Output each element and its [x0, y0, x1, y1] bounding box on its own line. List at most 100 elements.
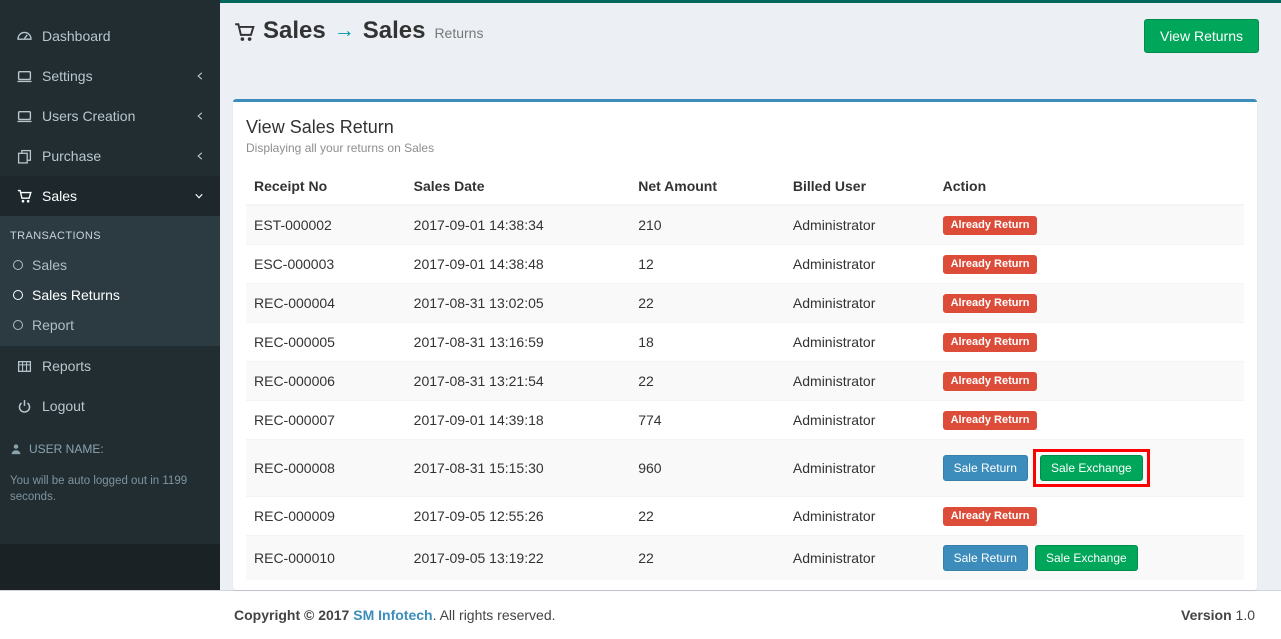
sale-return-button[interactable]: Sale Return [942, 455, 1028, 481]
panel-subtitle: Displaying all your returns on Sales [246, 141, 435, 155]
sales-date-cell: 2017-09-01 14:38:34 [405, 204, 631, 245]
action-cell: Already Return [934, 283, 1244, 323]
sidebar-item-label: Purchase [42, 148, 102, 164]
logout-icon [15, 399, 33, 414]
breadcrumb-arrow-icon: → [333, 19, 355, 42]
content-header: Sales → Sales Returns View Returns [220, 3, 1281, 53]
sales-date-cell: 2017-09-05 12:55:26 [405, 496, 631, 536]
sidebar-bottom-block [0, 544, 220, 590]
table-header-row: Receipt No Sales Date Net Amount Billed … [246, 168, 1244, 206]
version-label: Version [1181, 607, 1232, 623]
sidebar-item-sales[interactable]: Sales [0, 176, 220, 216]
sales-date-cell: 2017-08-31 13:21:54 [405, 361, 631, 401]
sidebar-item-reports[interactable]: Reports [0, 346, 220, 386]
chevron-left-icon [195, 70, 205, 82]
net-amount-cell: 22 [630, 535, 785, 580]
table-row: REC-000010 2017-09-05 13:19:22 22 Administr… [246, 535, 1244, 580]
panel-title: View Sales Return [246, 117, 394, 137]
receipt-no-cell: REC-000006 [246, 361, 406, 401]
sales-date-cell: 2017-08-31 13:02:05 [405, 283, 631, 323]
already-return-badge: Already Return [942, 372, 1038, 391]
view-returns-button[interactable]: View Returns [1143, 19, 1259, 53]
content: View Sales Return Displaying all your re… [220, 53, 1281, 590]
sales-date-cell: 2017-09-05 13:19:22 [405, 535, 631, 580]
action-cell: Sale Return Sale Exchange [934, 439, 1244, 497]
net-amount-cell: 22 [630, 496, 785, 536]
user-icon [10, 443, 22, 455]
sales-date-cell: 2017-08-31 15:15:30 [405, 439, 631, 497]
table-row: EST-000002 2017-09-01 14:38:34 210 Administ… [246, 204, 1244, 245]
user-name: USER NAME: [10, 442, 210, 456]
receipt-no-cell: REC-000005 [246, 322, 406, 362]
sidebar-item-logout[interactable]: Logout [0, 386, 220, 426]
chevron-left-icon [195, 110, 205, 122]
action-cell: Already Return [934, 244, 1244, 284]
page-title: Sales → Sales Returns [234, 17, 483, 45]
sidebar-item-label: Dashboard [42, 28, 111, 44]
copyright-suffix: . All rights reserved. [432, 607, 556, 623]
table-row: REC-000006 2017-08-31 13:21:54 22 Administr… [246, 361, 1244, 401]
submenu-item-report[interactable]: Report [0, 310, 220, 340]
version-value: 1.0 [1235, 607, 1255, 623]
submenu-item-sales-returns[interactable]: Sales Returns [0, 280, 220, 310]
sidebar-item-settings[interactable]: Settings [0, 56, 220, 96]
sidebar: Dashboard Settings Users Creation [0, 0, 220, 590]
dashboard-icon [15, 29, 33, 44]
billed-user-cell: Administrator [784, 322, 935, 362]
billed-user-cell: Administrator [784, 204, 935, 245]
table-row: REC-000007 2017-09-01 14:39:18 774 Administ… [246, 400, 1244, 440]
footer: Copyright © 2017 SM Infotech. All rights… [0, 590, 1281, 639]
action-cell: Sale Return Sale Exchange [934, 535, 1244, 580]
net-amount-cell: 22 [630, 283, 785, 323]
sale-exchange-button[interactable]: Sale Exchange [1039, 455, 1143, 481]
copyright-prefix: Copyright © 2017 [234, 607, 350, 623]
submenu-item-label: Report [32, 317, 75, 333]
sales-table-body: EST-000002 2017-09-01 14:38:34 210 Administ… [246, 204, 1244, 580]
billed-user-cell: Administrator [784, 244, 935, 284]
app: Dashboard Settings Users Creation [0, 0, 1281, 590]
main-area: Sales → Sales Returns View Returns View … [220, 0, 1281, 590]
sales-returns-table: Receipt No Sales Date Net Amount Billed … [246, 168, 1244, 580]
settings-icon [15, 69, 33, 84]
breadcrumb-suffix: Returns [434, 25, 484, 41]
sale-exchange-button[interactable]: Sale Exchange [1034, 545, 1138, 571]
action-cell: Already Return [934, 496, 1244, 536]
billed-user-cell: Administrator [784, 535, 935, 580]
receipt-no-cell: EST-000002 [246, 204, 406, 245]
circle-icon [13, 320, 23, 330]
user-block: USER NAME: You will be auto logged out i… [0, 426, 220, 505]
billed-user-cell: Administrator [784, 439, 935, 497]
sidebar-nav: Dashboard Settings Users Creation [0, 0, 220, 426]
sidebar-item-dashboard[interactable]: Dashboard [0, 16, 220, 56]
sales-icon [15, 189, 33, 204]
chevron-down-icon [193, 191, 205, 201]
net-amount-cell: 774 [630, 400, 785, 440]
sales-submenu: TRANSACTIONS Sales Sales Returns Report [0, 216, 220, 346]
action-cell: Already Return [934, 204, 1244, 245]
sidebar-item-label: Logout [42, 398, 85, 414]
breadcrumb-primary: Sales [263, 17, 326, 44]
table-row: REC-000009 2017-09-05 12:55:26 22 Administr… [246, 496, 1244, 536]
column-header-action: Action [934, 168, 1244, 206]
sale-return-button[interactable]: Sale Return [942, 545, 1028, 571]
net-amount-cell: 12 [630, 244, 785, 284]
action-cell: Already Return [934, 361, 1244, 401]
already-return-badge: Already Return [942, 255, 1038, 274]
sidebar-item-users-creation[interactable]: Users Creation [0, 96, 220, 136]
sales-return-panel: View Sales Return Displaying all your re… [233, 99, 1257, 590]
table-row: REC-000008 2017-08-31 15:15:30 960 Administ… [246, 439, 1244, 497]
column-header-receipt-no: Receipt No [246, 168, 406, 206]
already-return-badge: Already Return [942, 411, 1038, 430]
submenu-item-sales[interactable]: Sales [0, 250, 220, 280]
sidebar-item-purchase[interactable]: Purchase [0, 136, 220, 176]
already-return-badge: Already Return [942, 216, 1038, 235]
top-bar [220, 0, 1281, 3]
copyright: Copyright © 2017 SM Infotech. All rights… [234, 607, 556, 623]
users-creation-icon [15, 109, 33, 124]
brand-link[interactable]: SM Infotech [353, 607, 433, 623]
red-highlight-box: Sale Exchange [1032, 449, 1150, 487]
receipt-no-cell: REC-000010 [246, 535, 406, 580]
breadcrumb-secondary: Sales [362, 17, 426, 44]
auto-logout-note: You will be auto logged out in 1199 seco… [10, 475, 188, 503]
receipt-no-cell: REC-000004 [246, 283, 406, 323]
